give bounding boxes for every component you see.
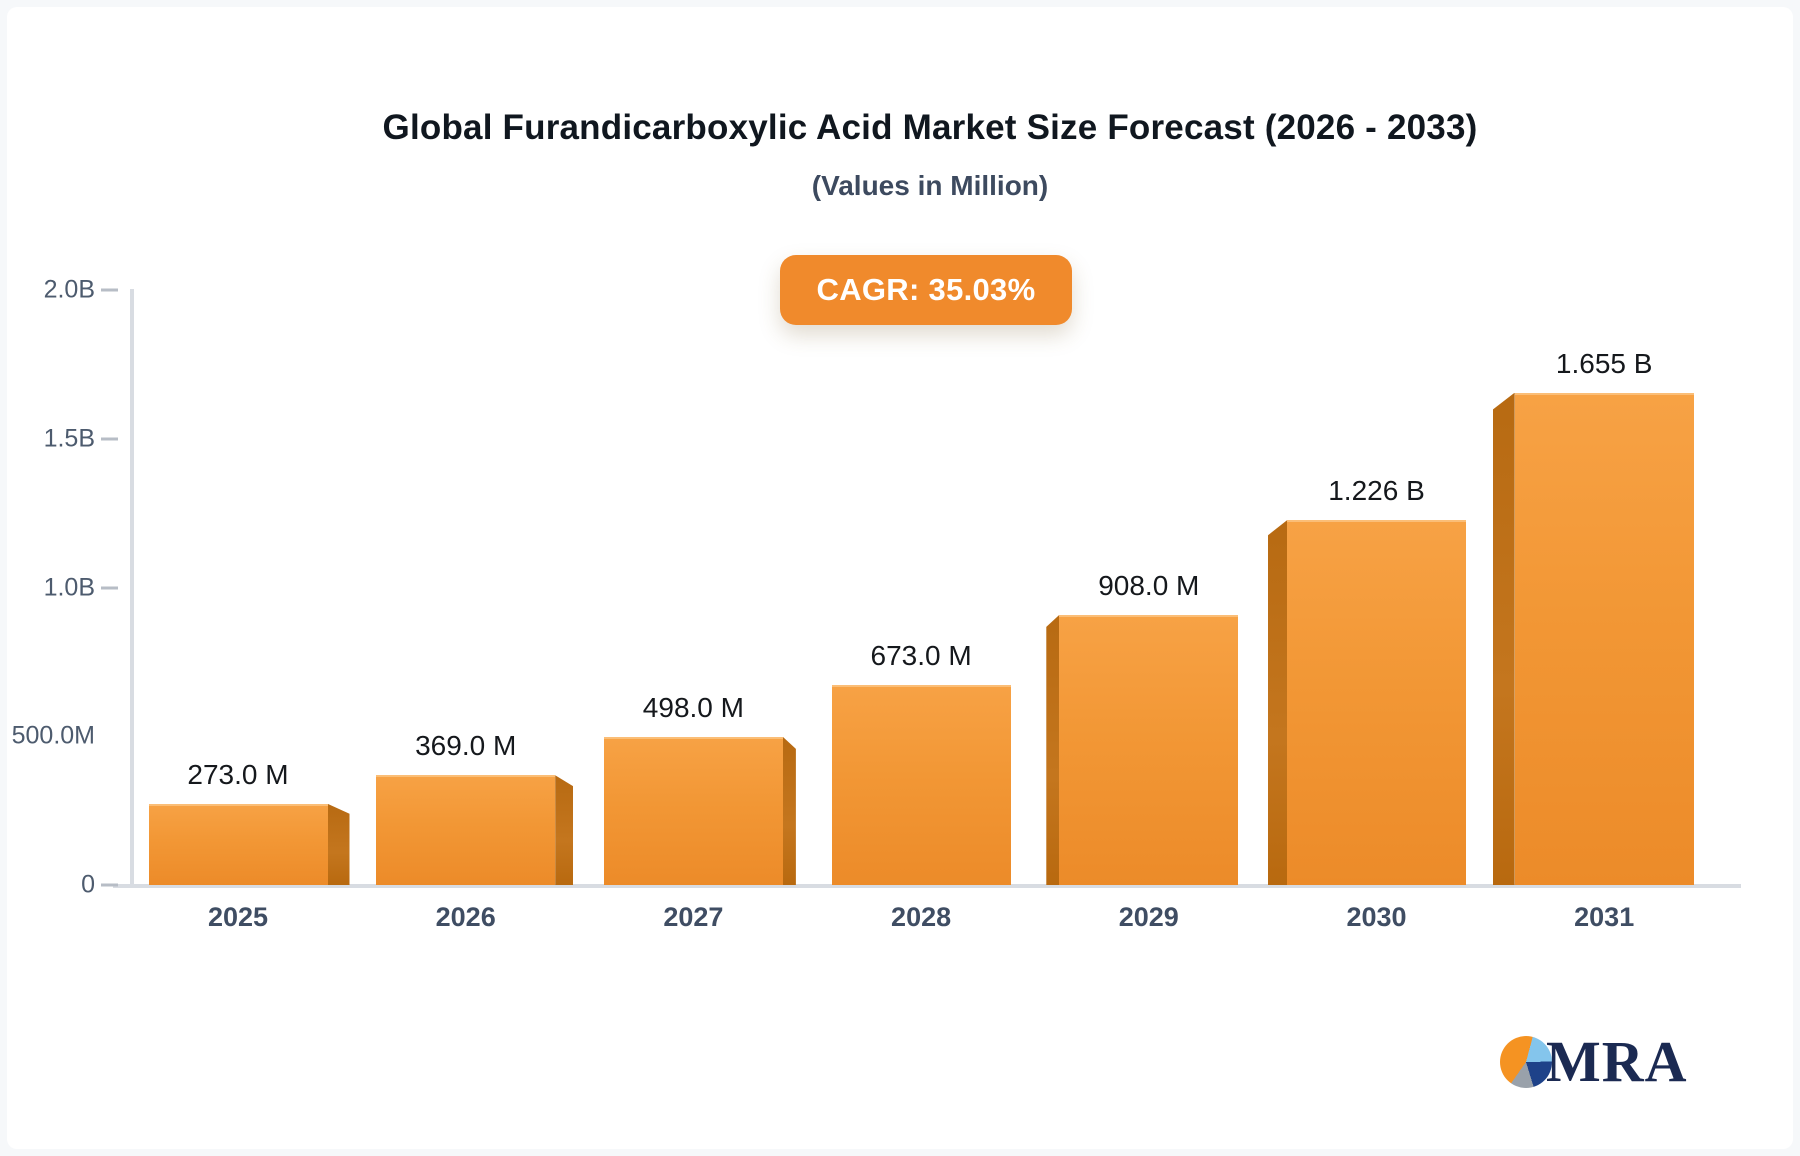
bar-value-label: 1.226 B xyxy=(1328,475,1425,507)
bar-value-label: 273.0 M xyxy=(187,758,289,790)
bar-value-label: 498.0 M xyxy=(642,691,744,723)
bar-3d-side xyxy=(782,736,796,885)
x-tick-label-2028: 2028 xyxy=(891,902,952,932)
bar-2028 xyxy=(831,684,1011,885)
x-tick-label-2029: 2029 xyxy=(1118,902,1179,932)
chart-title: Global Furandicarboxylic Acid Market Siz… xyxy=(382,108,1478,147)
bar-2031 xyxy=(1514,392,1694,885)
brand-logo: MRA xyxy=(1500,1029,1688,1094)
bar-3d-side xyxy=(327,803,350,885)
x-tick-label-2031: 2031 xyxy=(1574,902,1635,932)
y-tick-label: 2.0B xyxy=(43,275,95,304)
y-tick-label: 1.5B xyxy=(43,424,95,453)
y-tick-dash xyxy=(101,586,118,589)
x-tick-label-2025: 2025 xyxy=(207,902,269,932)
bar-value-label: 908.0 M xyxy=(1098,569,1200,601)
chart-subtitle: (Values in Million) xyxy=(811,170,1049,201)
x-tick-label-2030: 2030 xyxy=(1346,902,1407,932)
bar-3d-side xyxy=(1492,392,1515,885)
bar-3d-side xyxy=(1046,614,1060,885)
x-tick-label-2027: 2027 xyxy=(663,902,724,932)
bar-2025 xyxy=(148,803,328,885)
bar-2026 xyxy=(376,775,556,885)
bar-2030 xyxy=(1287,520,1466,885)
y-tick-dash xyxy=(101,437,118,441)
y-tick-dash xyxy=(101,288,118,292)
y-tick-label: 0 xyxy=(81,870,95,899)
x-axis-line xyxy=(113,884,1741,888)
bar-value-label: 1.655 B xyxy=(1555,347,1653,379)
y-tick-label: 500.0M xyxy=(11,721,95,750)
cagr-badge: CAGR: 35.03% xyxy=(780,255,1072,325)
bar-3d-side xyxy=(555,775,574,885)
brand-logo-text: MRA xyxy=(1546,1029,1688,1094)
bar-value-label: 369.0 M xyxy=(415,730,517,762)
bar-3d-side xyxy=(1268,520,1287,885)
bar-2027 xyxy=(603,736,783,885)
y-tick-label: 1.0B xyxy=(43,573,95,601)
cagr-badge-label: CAGR: 35.03% xyxy=(816,272,1036,307)
x-tick-label-2026: 2026 xyxy=(435,902,496,932)
bar-2029 xyxy=(1059,614,1239,885)
pie-chart-logo-icon xyxy=(1500,1036,1552,1088)
bar-value-label: 673.0 M xyxy=(870,639,972,671)
y-tick-dash xyxy=(101,883,118,887)
y-axis-line xyxy=(130,289,134,887)
